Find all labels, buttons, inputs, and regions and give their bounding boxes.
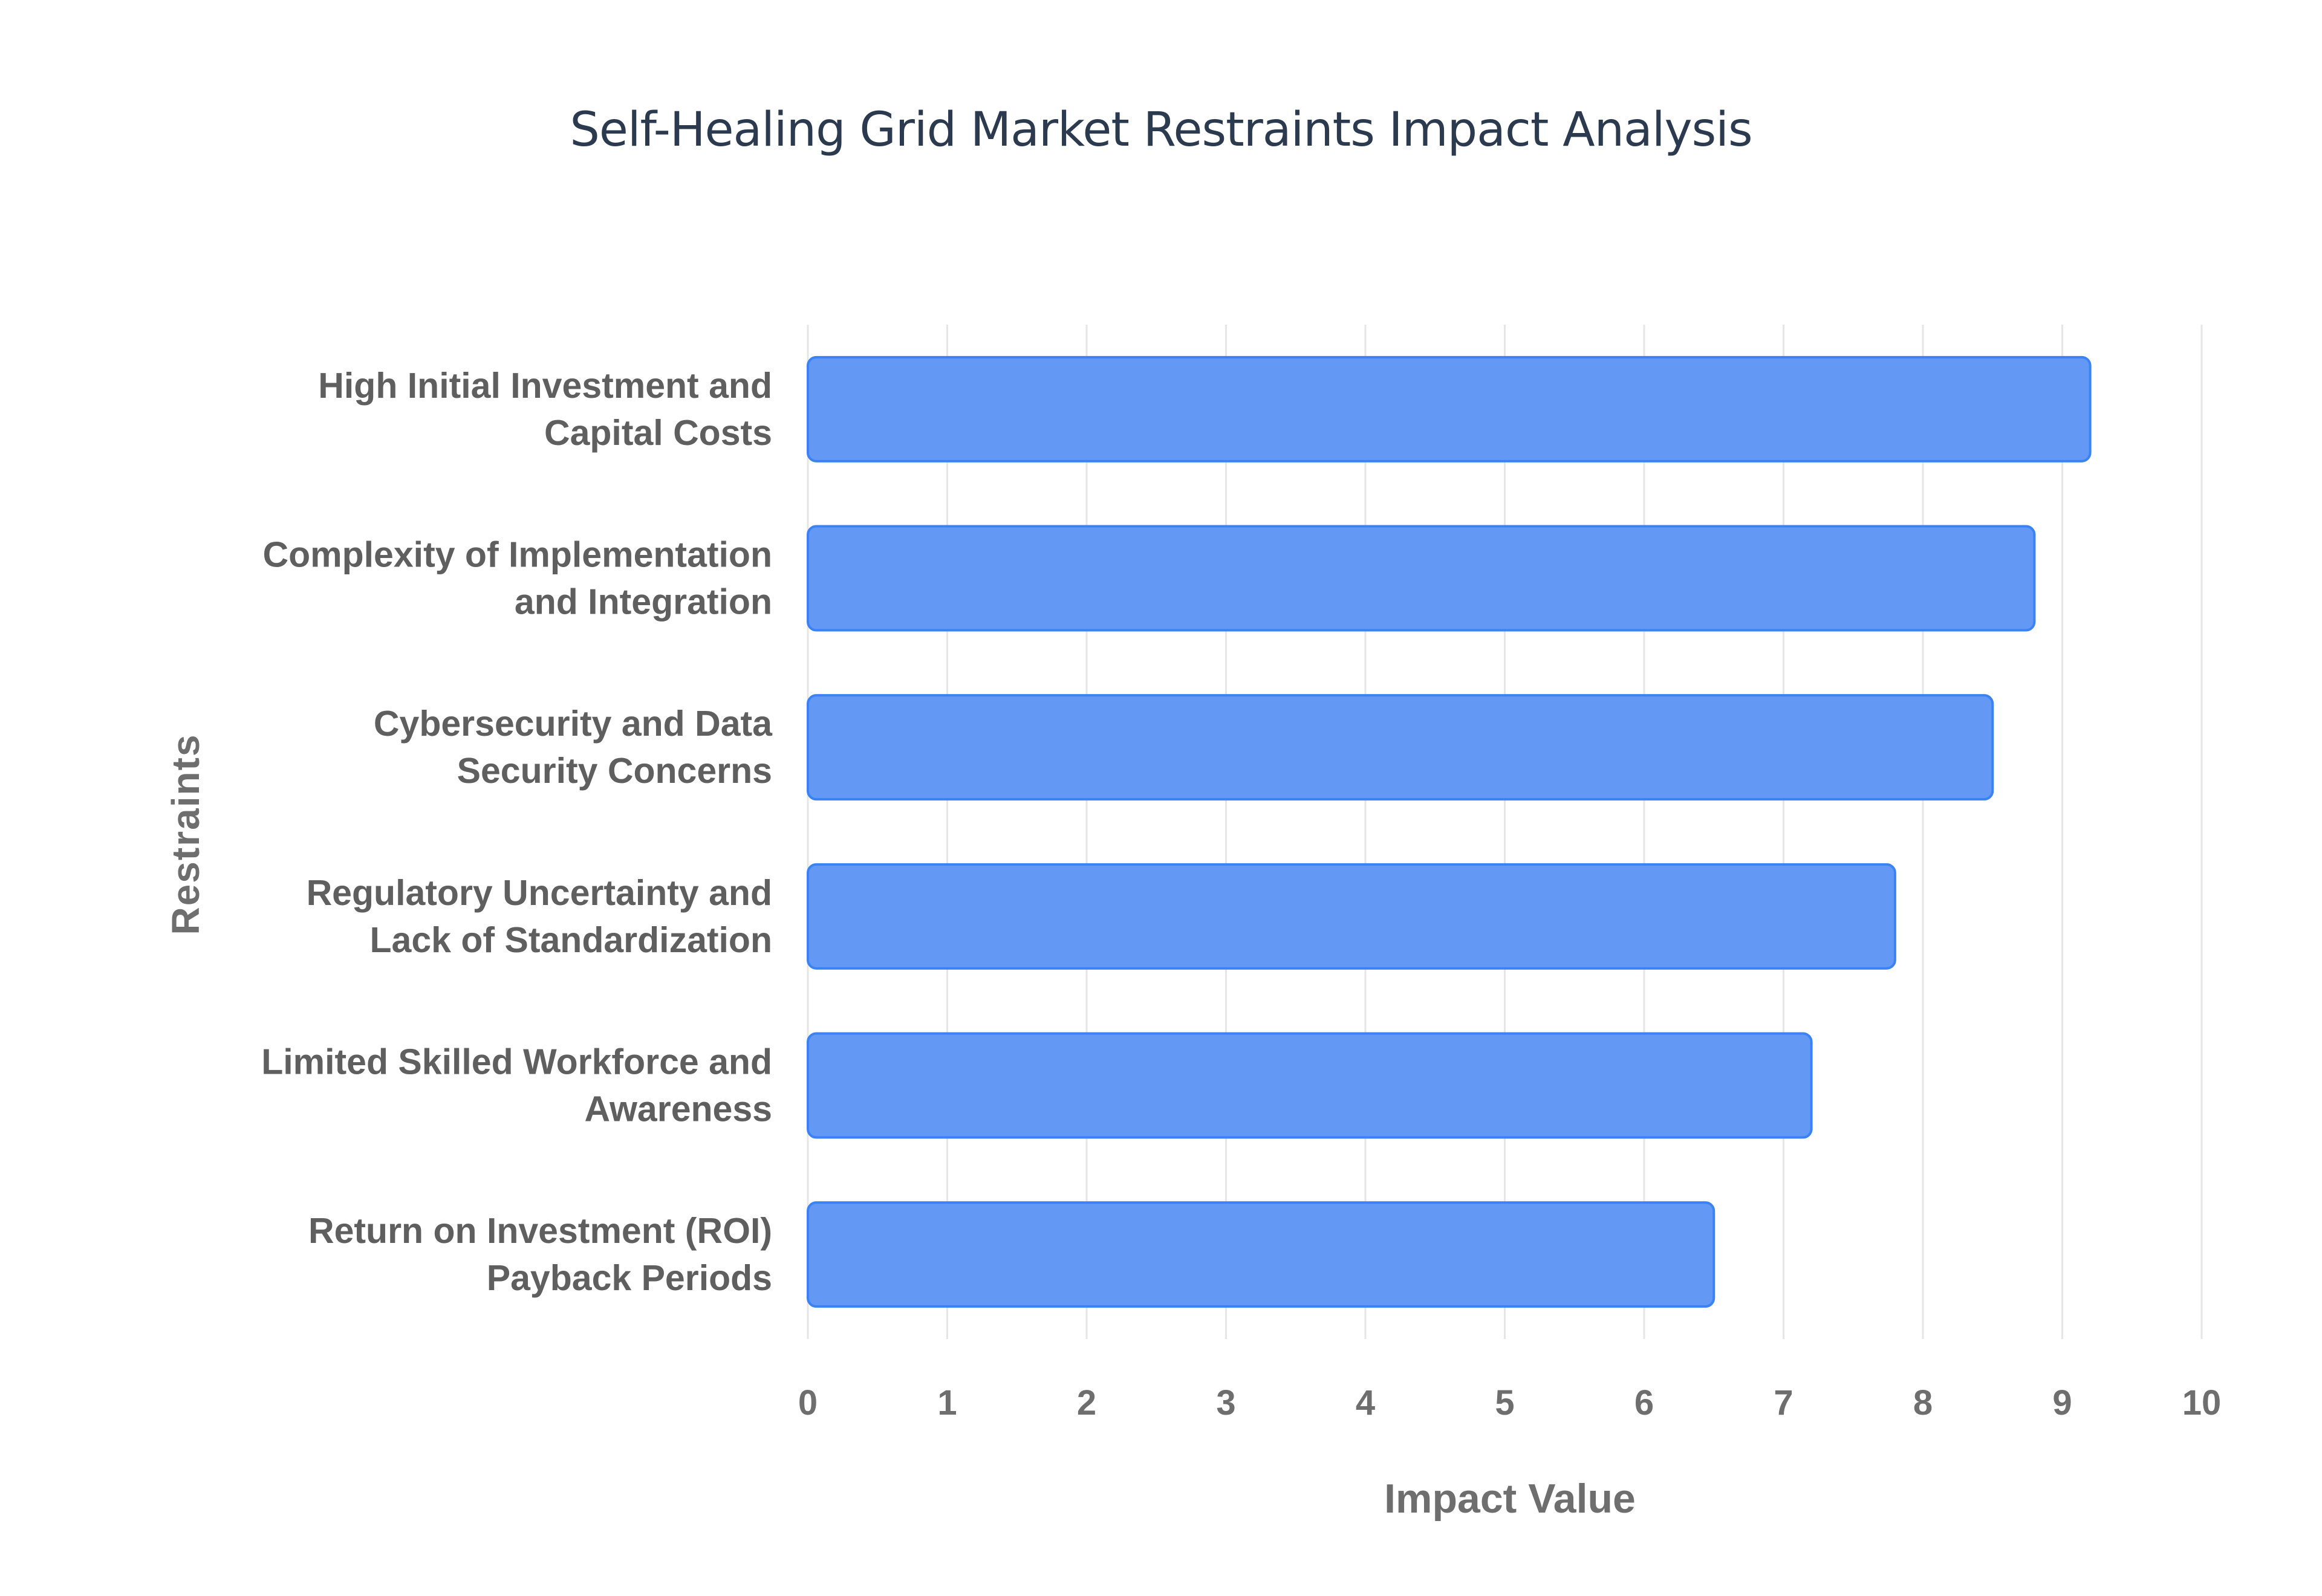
bar	[807, 863, 1896, 970]
x-tick-label: 10	[2182, 1383, 2222, 1422]
x-tick-label: 7	[1774, 1383, 1793, 1422]
x-tick-label: 2	[1077, 1383, 1096, 1422]
bar	[807, 1032, 1813, 1139]
y-axis-title: Restraints	[164, 733, 207, 935]
bar	[807, 525, 2036, 632]
bar	[807, 355, 2092, 462]
category-label: Limited Skilled Workforce and Awareness	[261, 1042, 772, 1129]
category-label-line: High Initial Investment and	[318, 366, 772, 406]
category-label-line: Complexity of Implementation	[263, 535, 772, 575]
x-tick-label: 5	[1495, 1383, 1514, 1422]
x-tick-label: 0	[798, 1383, 818, 1422]
category-label-line: Regulatory Uncertainty and	[307, 873, 772, 913]
category-label-line: Cybersecurity and Data	[374, 704, 773, 744]
category-label-line: Limited Skilled Workforce and	[261, 1042, 772, 1082]
x-tick-label: 1	[937, 1383, 957, 1422]
category-label-line: and Integration	[515, 582, 772, 622]
category-label: Regulatory Uncertainty and Lack of Standa…	[307, 873, 772, 960]
category-label-line: Lack of Standardization	[370, 920, 772, 960]
category-label: High Initial Investment and Capital Costs	[318, 366, 772, 453]
x-axis-title: Impact Value	[1384, 1476, 1636, 1522]
bar	[807, 694, 1994, 801]
category-label-line: Security Concerns	[457, 751, 772, 791]
category-label: Cybersecurity and Data Security Concerns	[374, 704, 773, 791]
x-tick-label: 3	[1216, 1383, 1235, 1422]
x-tick-label: 6	[1634, 1383, 1654, 1422]
category-label-line: Awareness	[585, 1089, 773, 1129]
x-tick-label: 4	[1356, 1383, 1375, 1422]
category-label: Complexity of Implementation and Integrat…	[263, 535, 772, 622]
chart-title: Self-Healing Grid Market Restraints Impa…	[570, 103, 1752, 157]
x-tick-label: 8	[1913, 1383, 1933, 1422]
category-label: Return on Investment (ROI) Payback Period…	[308, 1211, 772, 1298]
category-label-line: Payback Periods	[487, 1258, 772, 1298]
x-tick-label: 9	[2052, 1383, 2072, 1422]
category-label-line: Capital Costs	[544, 413, 772, 453]
bar	[807, 1201, 1715, 1308]
category-label-line: Return on Investment (ROI)	[308, 1211, 772, 1251]
